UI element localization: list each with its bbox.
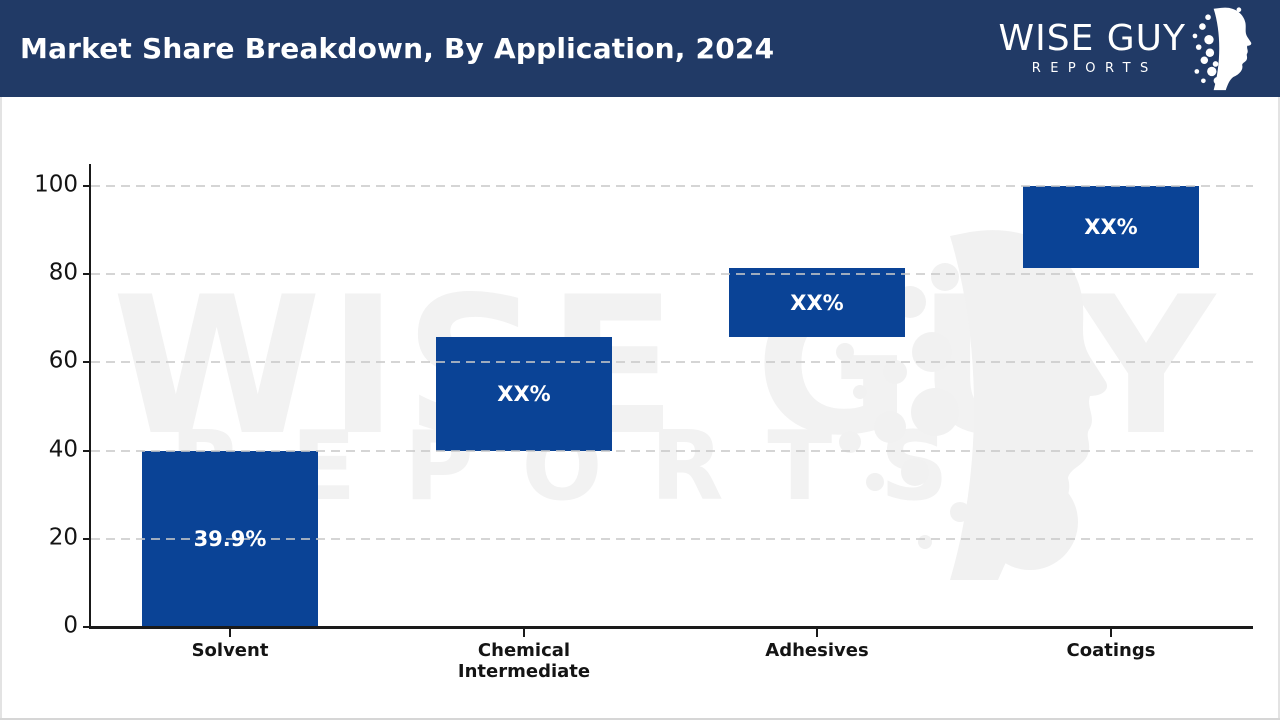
y-tick-label: 40 <box>48 436 78 463</box>
header-band: Market Share Breakdown, By Application, … <box>0 0 1280 97</box>
y-axis-spine <box>89 164 91 629</box>
y-tick-mark <box>83 273 91 276</box>
bar-coatings <box>1023 186 1199 269</box>
y-tick-mark <box>83 361 91 364</box>
y-tick-mark <box>83 185 91 187</box>
y-tick-mark <box>83 537 91 540</box>
x-category-label-coatings: Coatings <box>1066 640 1156 661</box>
bar-value-label-adhesives: XX% <box>790 290 844 315</box>
y-tick-label: 60 <box>48 347 78 374</box>
bar-chemical-intermediate <box>436 336 612 452</box>
gridline-100 <box>91 185 1253 187</box>
y-tick-label: 100 <box>34 171 78 198</box>
logo-subtitle: REPORTS <box>1031 61 1158 76</box>
wise-guy-reports-logo: WISE GUY REPORTS <box>999 6 1259 92</box>
x-tick-mark <box>229 629 231 637</box>
y-tick-mark <box>83 449 91 452</box>
y-tick-mark <box>83 626 91 628</box>
bar-value-label-coatings: XX% <box>1084 215 1138 240</box>
x-axis-spine <box>89 626 1253 629</box>
x-tick-mark <box>1110 629 1112 637</box>
page-title: Market Share Breakdown, By Application, … <box>20 32 775 65</box>
watermark-dotted-head <box>836 230 1108 580</box>
x-category-label-solvent: Solvent <box>191 640 269 661</box>
gridline-60 <box>91 361 1253 364</box>
logo-wordmark: WISE GUY <box>998 18 1186 59</box>
x-tick-mark <box>523 629 525 637</box>
y-tick-label: 20 <box>48 524 78 551</box>
bar-value-label-chemical-intermediate: XX% <box>497 381 551 406</box>
gridline-40 <box>91 449 1253 452</box>
gridline-80 <box>91 273 1253 276</box>
bar-value-label-solvent: 39.9% <box>193 527 267 552</box>
x-category-label-chemical-intermediate: Chemical Intermediate <box>457 640 591 682</box>
y-tick-label: 0 <box>63 612 78 639</box>
gridline-20 <box>91 537 1253 540</box>
logo-text: WISE GUY REPORTS <box>998 18 1187 77</box>
bar-adhesives <box>729 268 905 337</box>
x-category-label-adhesives: Adhesives <box>765 640 869 661</box>
y-tick-label: 80 <box>48 259 78 286</box>
dotted-head-icon <box>1192 6 1252 90</box>
x-tick-mark <box>816 629 818 637</box>
